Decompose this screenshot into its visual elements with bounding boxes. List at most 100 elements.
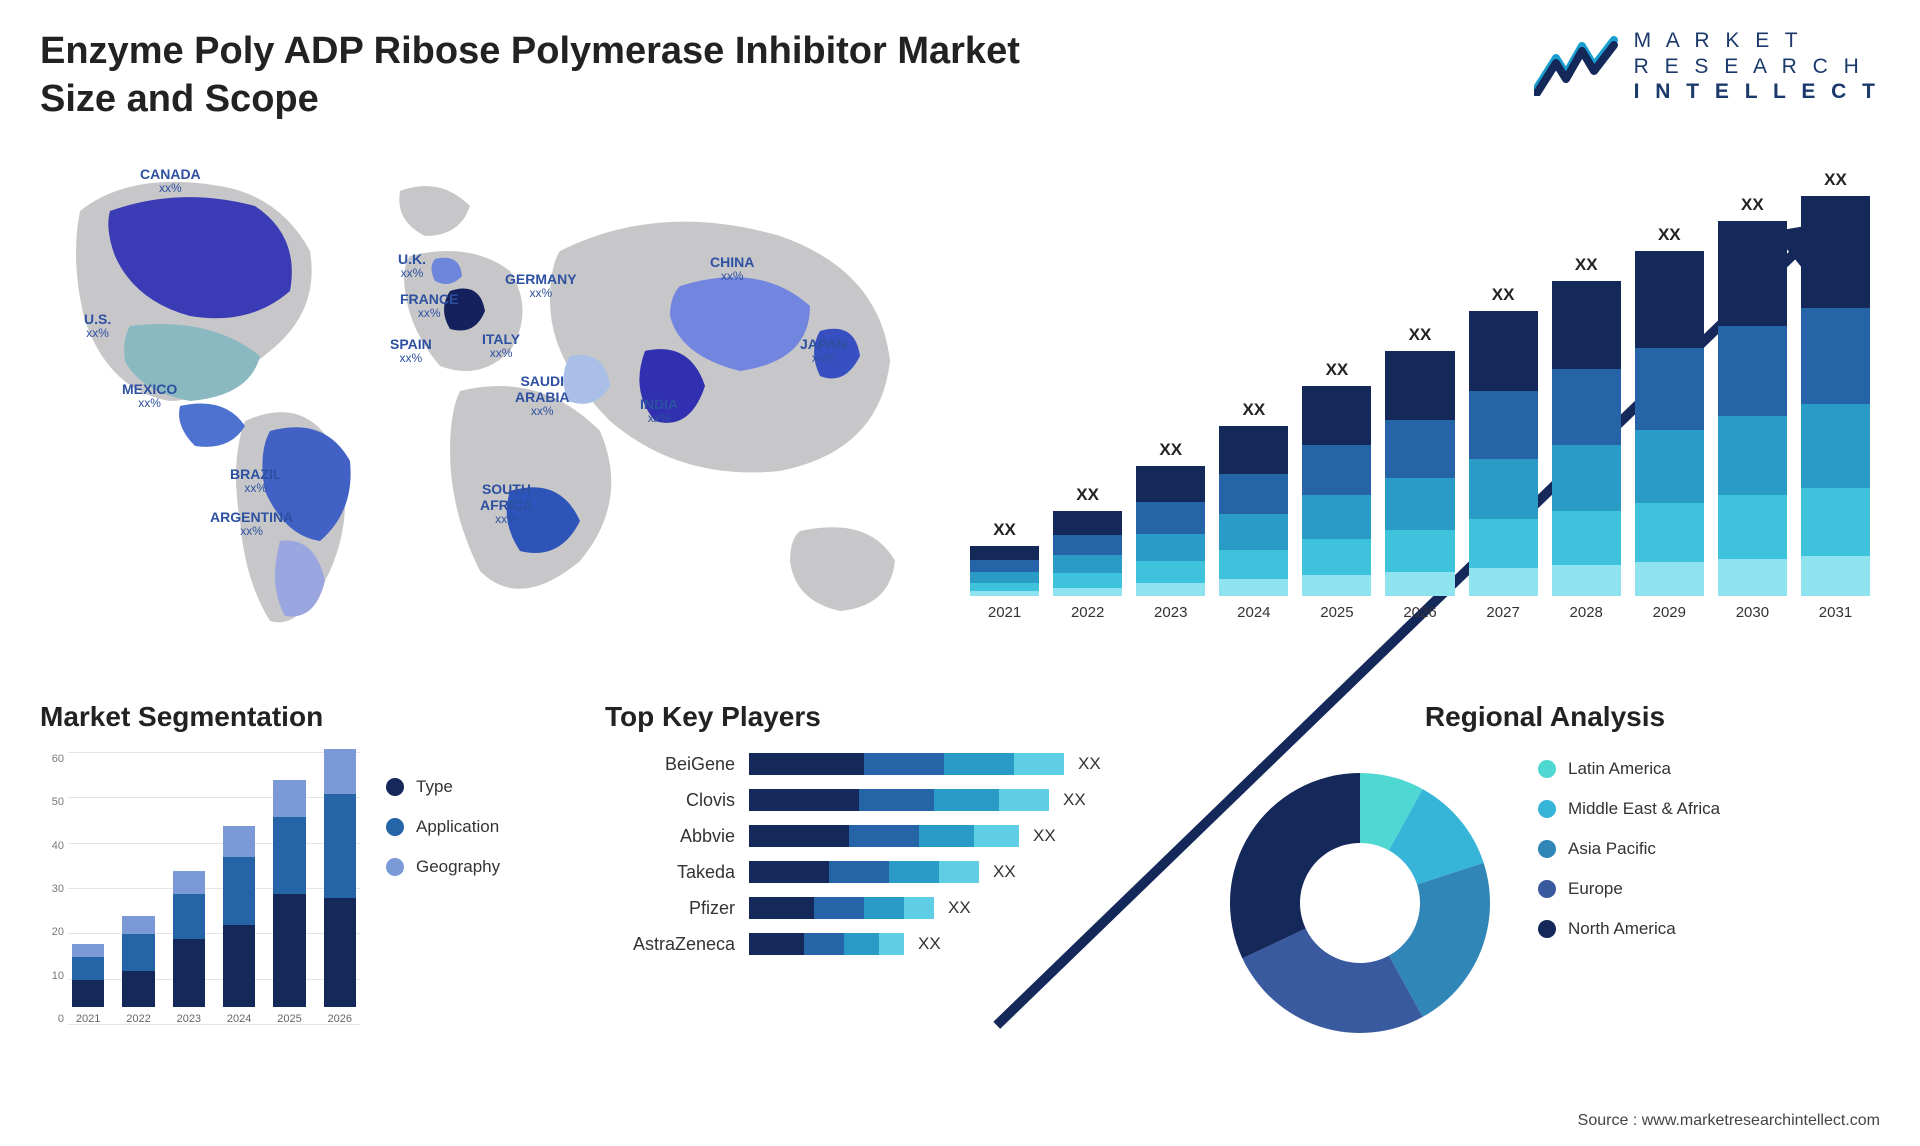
segmentation-chart: 0102030405060 202120222023202420252026 [40, 753, 360, 1053]
map-label: CHINAxx% [710, 254, 754, 284]
legend-label: Europe [1568, 879, 1623, 899]
segmentation-bar-year: 2026 [328, 1013, 352, 1025]
logo-line-2: R E S E A R C H [1634, 54, 1880, 80]
segmentation-bar: 2023 [169, 871, 209, 1025]
logo-line-3: I N T E L L E C T [1634, 79, 1880, 105]
legend-label: Latin America [1568, 759, 1671, 779]
segmentation-bar-year: 2021 [76, 1013, 100, 1025]
segmentation-legend: Type Application Geography [386, 753, 500, 1053]
segmentation-bar: 2024 [219, 826, 259, 1025]
segmentation-bar-year: 2022 [126, 1013, 150, 1025]
legend-item: Type [386, 777, 500, 797]
segmentation-bar: 2022 [118, 916, 158, 1025]
growth-bar-year: 2028 [1570, 604, 1603, 621]
player-bar [749, 753, 1064, 775]
growth-bar-value: XX [1824, 170, 1847, 190]
growth-bar: XX 2024 [1219, 400, 1288, 621]
legend-label: Application [416, 817, 499, 837]
player-bar [749, 825, 1019, 847]
player-row: Abbvie XX [605, 825, 1165, 847]
legend-label: Type [416, 777, 453, 797]
legend-label: Asia Pacific [1568, 839, 1656, 859]
legend-item: Europe [1538, 879, 1720, 899]
growth-bar: XX2026 [1385, 325, 1454, 621]
player-bar [749, 789, 1049, 811]
growth-bar-value: XX [1409, 325, 1432, 345]
growth-bar-value: XX [1575, 255, 1598, 275]
player-value: XX [948, 898, 971, 918]
player-name: AstraZeneca [605, 934, 735, 955]
growth-bar: XX 2023 [1136, 440, 1205, 621]
map-label: BRAZILxx% [230, 466, 281, 496]
map-label: GERMANYxx% [505, 271, 577, 301]
source-text: Source : www.marketresearchintellect.com [1578, 1112, 1880, 1130]
player-value: XX [1033, 826, 1056, 846]
growth-bar: XX 2029 [1635, 225, 1704, 621]
legend-label: Middle East & Africa [1568, 799, 1720, 819]
segmentation-title: Market Segmentation [40, 701, 560, 733]
map-label: JAPANxx% [800, 336, 846, 366]
legend-item: Asia Pacific [1538, 839, 1720, 859]
page-title: Enzyme Poly ADP Ribose Polymerase Inhibi… [40, 28, 1060, 123]
growth-bar-year: 2024 [1237, 604, 1270, 621]
logo-icon [1534, 36, 1620, 96]
regional-legend: Latin America Middle East & Africa Asia Pa… [1538, 753, 1720, 1053]
map-label: U.K.xx% [398, 251, 426, 281]
world-map: CANADAxx%U.S.xx%MEXICOxx%BRAZILxx%ARGENT… [40, 141, 920, 661]
legend-item: Latin America [1538, 759, 1720, 779]
growth-bar-year: 2023 [1154, 604, 1187, 621]
growth-bar-value: XX [993, 520, 1016, 540]
map-label: INDIAxx% [640, 396, 678, 426]
growth-chart: XX2021XX2022XX2023XX2024XX2025XX2026XX20… [960, 141, 1880, 661]
map-label: U.S.xx% [84, 311, 111, 341]
growth-bar-year: 2025 [1320, 604, 1353, 621]
map-label: SPAINxx% [390, 336, 432, 366]
growth-bar: XX 2021 [970, 520, 1039, 621]
legend-label: North America [1568, 919, 1676, 939]
growth-bar-value: XX [1326, 360, 1349, 380]
player-row: ClovisXX [605, 789, 1165, 811]
growth-bar-value: XX [1159, 440, 1182, 460]
growth-bar-year: 2022 [1071, 604, 1104, 621]
regional-donut [1210, 753, 1510, 1053]
player-row: PfizerXX [605, 897, 1165, 919]
map-label: ARGENTINAxx% [210, 509, 293, 539]
brand-logo: M A R K E T R E S E A R C H I N T E L L … [1534, 28, 1880, 105]
growth-bar-value: XX [1658, 225, 1681, 245]
map-label: ITALYxx% [482, 331, 520, 361]
player-row: BeiGeneXX [605, 753, 1165, 775]
growth-bar-value: XX [1741, 195, 1764, 215]
player-bar [749, 897, 934, 919]
regional-title: Regional Analysis [1210, 701, 1880, 733]
growth-bar-year: 2027 [1486, 604, 1519, 621]
map-label: MEXICOxx% [122, 381, 177, 411]
growth-bar-year: 2021 [988, 604, 1021, 621]
map-label: FRANCExx% [400, 291, 458, 321]
player-bar [749, 933, 904, 955]
player-name: Takeda [605, 862, 735, 883]
segmentation-bar-year: 2024 [227, 1013, 251, 1025]
growth-bar-year: 2030 [1736, 604, 1769, 621]
growth-bar: XX 2028 [1552, 255, 1621, 621]
regional-panel: Regional Analysis Latin America Middle Ea… [1210, 701, 1880, 1053]
player-name: Clovis [605, 790, 735, 811]
player-row: AstraZenecaXX [605, 933, 1165, 955]
growth-bar: XX 2030 [1718, 195, 1787, 621]
player-value: XX [993, 862, 1016, 882]
segmentation-bar: 2021 [68, 944, 108, 1025]
segmentation-bar-year: 2025 [277, 1013, 301, 1025]
legend-item: Application [386, 817, 500, 837]
player-name: BeiGene [605, 754, 735, 775]
growth-bar-year: 2029 [1653, 604, 1686, 621]
player-name: Abbvie [605, 826, 735, 847]
legend-item: North America [1538, 919, 1720, 939]
segmentation-bar: 2026 [320, 749, 360, 1025]
growth-bar-value: XX [1242, 400, 1265, 420]
growth-bar: XX 2022 [1053, 485, 1122, 621]
legend-item: Geography [386, 857, 500, 877]
players-title: Top Key Players [605, 701, 1165, 733]
legend-item: Middle East & Africa [1538, 799, 1720, 819]
growth-bar-value: XX [1076, 485, 1099, 505]
player-row: Takeda XX [605, 861, 1165, 883]
growth-bar-year: 2031 [1819, 604, 1852, 621]
